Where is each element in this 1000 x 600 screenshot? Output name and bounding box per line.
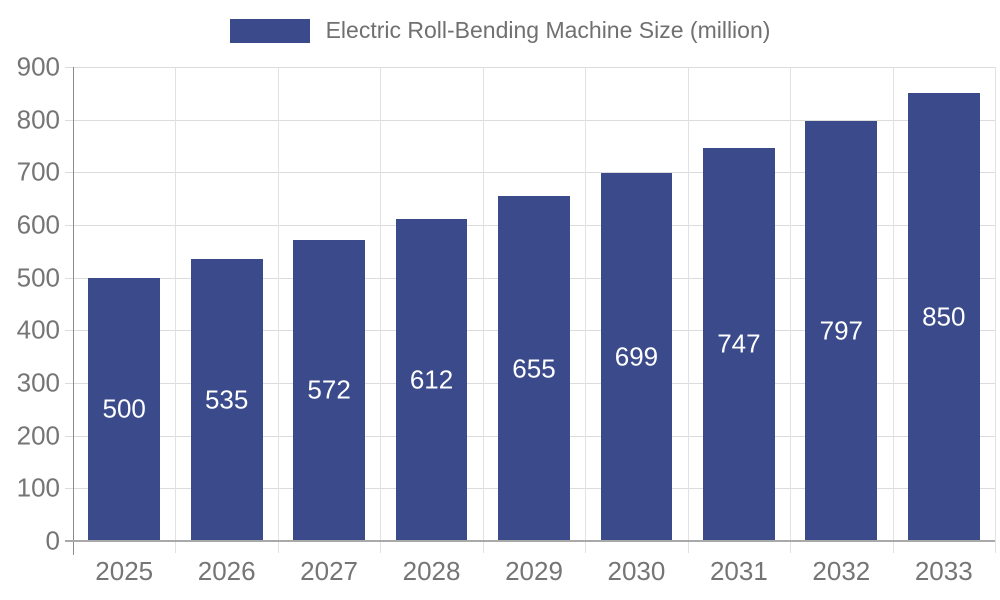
gridline-v: [995, 67, 996, 553]
bar-value-label: 655: [512, 353, 556, 384]
bar: 535: [190, 259, 263, 541]
x-tick-label: 2030: [607, 556, 666, 586]
gridline-v: [482, 67, 484, 553]
gridline-v: [687, 67, 689, 553]
gridline-h: [65, 172, 995, 174]
gridline-v: [892, 67, 894, 553]
y-tick-label: 600: [16, 209, 60, 240]
y-tick-label: 500: [16, 262, 60, 293]
y-axis-line: [73, 67, 74, 555]
bar-value-label: 500: [102, 393, 146, 424]
x-axis-line: [65, 540, 995, 542]
bar-value-label: 572: [307, 374, 351, 405]
x-tick-label: 2026: [197, 556, 256, 586]
gridline-v: [277, 67, 279, 553]
bar: 797: [805, 121, 878, 541]
y-tick-label: 200: [16, 420, 60, 451]
bar: 850: [907, 93, 980, 541]
legend[interactable]: Electric Roll-Bending Machine Size (mill…: [0, 17, 1000, 44]
y-tick-label: 300: [16, 367, 60, 398]
bar-value-label: 612: [409, 364, 454, 395]
bar: 699: [600, 172, 673, 541]
bar-value-label: 747: [717, 328, 761, 359]
x-tick-label: 2031: [709, 556, 768, 586]
x-tick-label: 2033: [914, 556, 973, 586]
bar: 500: [88, 277, 161, 541]
bar-value-label: 535: [204, 384, 249, 415]
bar-value-label: 797: [819, 315, 864, 346]
bar: 572: [293, 239, 365, 541]
bar-value-label: 850: [922, 301, 966, 332]
bar-value-label: 699: [614, 341, 659, 372]
y-tick-label: 700: [16, 156, 60, 187]
y-tick-label: 0: [45, 525, 60, 556]
bar: 747: [703, 147, 775, 541]
gridline-v: [175, 67, 177, 553]
x-tick-label: 2027: [300, 556, 359, 586]
legend-swatch: [229, 18, 310, 43]
plot-area: 0 100 200 300 400 500 600 700 800 900 500 2025 535 20…: [17, 52, 996, 586]
gridline-h: [65, 67, 995, 68]
x-tick-label: 2025: [95, 556, 154, 586]
x-tick-label: 2032: [812, 556, 871, 586]
gridline-h: [65, 119, 995, 121]
bar: 655: [498, 196, 570, 541]
bar: 612: [395, 218, 468, 541]
legend-label: Electric Roll-Bending Machine Size (mill…: [325, 17, 771, 43]
gridline-v: [585, 67, 587, 553]
y-tick-label: 100: [16, 472, 60, 503]
gridline-v: [790, 67, 792, 553]
x-tick-label: 2028: [402, 556, 461, 586]
y-tick-label: 900: [16, 51, 60, 82]
x-tick-label: 2029: [505, 556, 563, 586]
y-tick-label: 400: [16, 314, 60, 345]
gridline-v: [380, 67, 382, 553]
y-tick-label: 800: [16, 104, 60, 135]
